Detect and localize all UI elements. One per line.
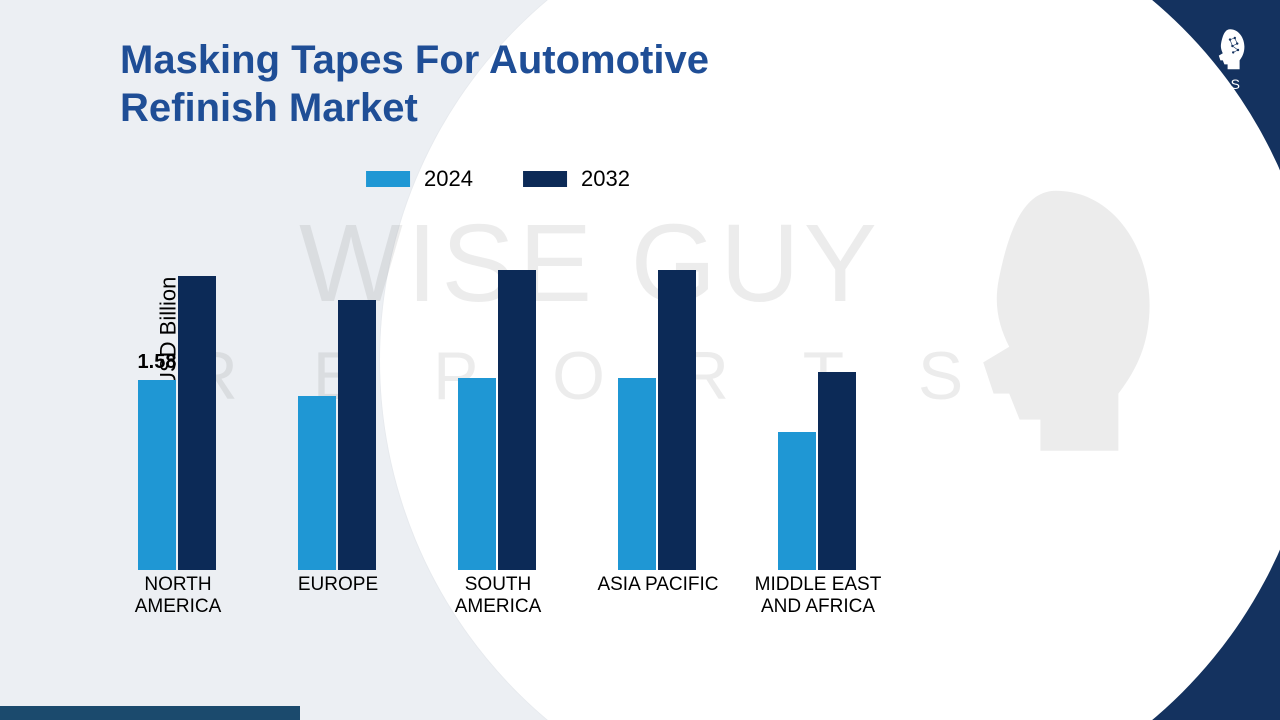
bar-2024 <box>298 396 336 570</box>
legend-item-2024: 2024 <box>366 166 473 192</box>
bar-2024 <box>618 378 656 570</box>
x-axis-label: NORTH AMERICA <box>113 574 243 618</box>
bar-chart: Market Size in USD Billion 2024 2032 1.5… <box>88 170 908 640</box>
legend-swatch-2032 <box>523 171 567 187</box>
legend-swatch-2024 <box>366 171 410 187</box>
page-title: Masking Tapes For Automotive Refinish Ma… <box>120 36 760 132</box>
bar-2032 <box>338 300 376 570</box>
bar-2024 <box>778 432 816 570</box>
brand-word-wise: WISE <box>1008 29 1099 67</box>
brand-head-icon <box>1202 26 1250 74</box>
x-axis-label: MIDDLE EAST AND AFRICA <box>753 574 883 618</box>
brand-word-guy: GUY <box>1109 29 1186 67</box>
bar-2032 <box>818 372 856 570</box>
bottom-strip <box>0 706 300 720</box>
bar-2024 <box>458 378 496 570</box>
brand-word-reports: REPORTS <box>1008 76 1251 92</box>
bar-2032 <box>178 276 216 570</box>
bar-2032 <box>498 270 536 570</box>
bar-2024 <box>138 380 176 570</box>
bar-2032 <box>658 270 696 570</box>
x-axis-label: EUROPE <box>273 574 403 596</box>
legend-label-2032: 2032 <box>581 166 630 192</box>
page: WISE GUY R E P O R T S WISE GUY <box>0 0 1280 720</box>
legend-item-2032: 2032 <box>523 166 630 192</box>
chart-legend: 2024 2032 <box>366 166 630 192</box>
x-axis-label: ASIA PACIFIC <box>593 574 723 596</box>
bar-value-label: 1.58 <box>138 351 177 374</box>
x-axis-label: SOUTH AMERICA <box>433 574 563 618</box>
brand-logo: WISE GUY R <box>1008 26 1251 92</box>
chart-plot-area: 1.58 <box>118 210 898 570</box>
legend-label-2024: 2024 <box>424 166 473 192</box>
